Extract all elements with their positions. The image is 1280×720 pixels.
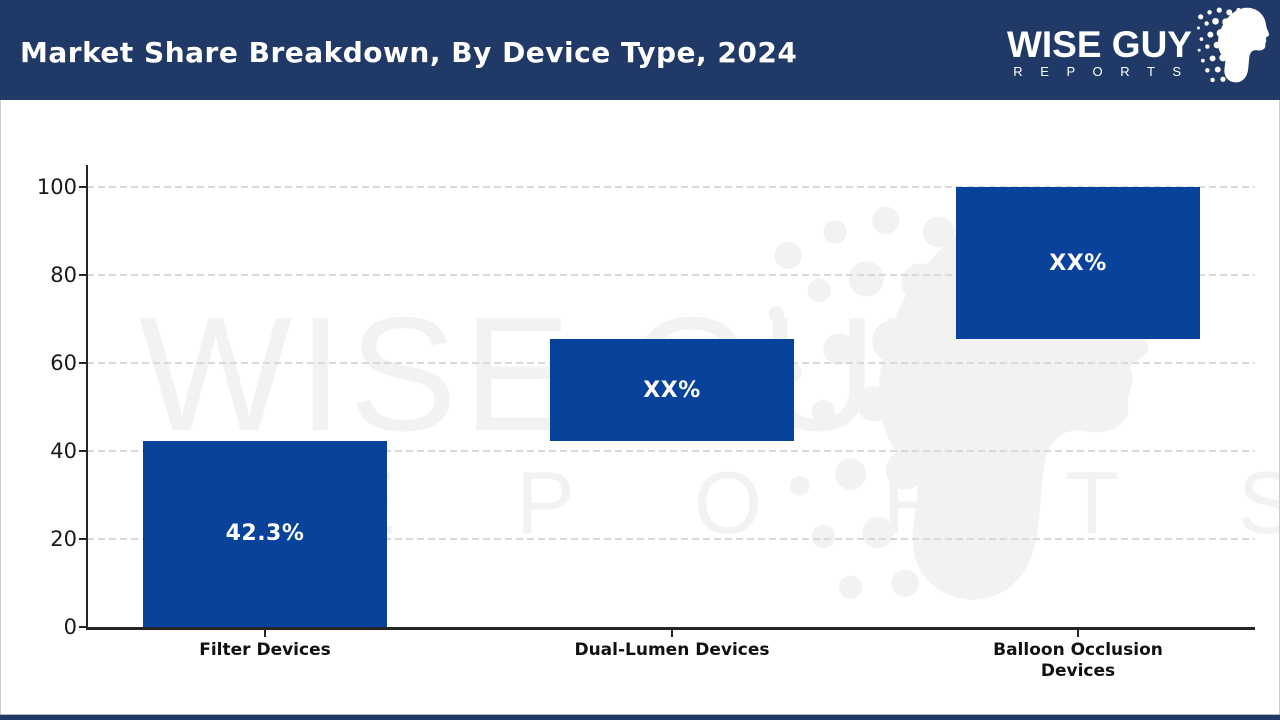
y-tick-label: 0 (63, 615, 77, 639)
gridline (87, 538, 1255, 540)
chart-area: WISE GUY R E P O R T S 0 20 40 60 80 100 42.3%… (0, 100, 1280, 714)
y-tick-label: 20 (50, 527, 77, 551)
y-tick-mark (79, 362, 87, 364)
gridline (87, 274, 1255, 276)
x-category-label: Dual-Lumen Devices (574, 640, 770, 660)
header-banner: Market Share Breakdown, By Device Type, … (0, 0, 1280, 100)
logo-head-icon (1196, 7, 1270, 83)
y-tick-label: 60 (50, 351, 77, 375)
bar-value-label: 42.3% (225, 521, 305, 547)
bar-segment: XX% (956, 187, 1200, 340)
bar-value-label: XX% (1049, 250, 1107, 276)
y-tick-label: 100 (36, 175, 77, 199)
y-tick-label: 40 (50, 439, 77, 463)
x-category-label: Balloon Occlusion Devices (993, 640, 1163, 681)
y-tick-mark (79, 626, 87, 628)
logo-subtitle: R E P O R T S (1013, 64, 1188, 79)
wise-guy-reports-logo: WISE GUY R E P O R T S (1007, 0, 1270, 100)
bar-segment: XX% (550, 339, 794, 441)
x-tick-mark (264, 630, 266, 637)
x-tick-mark (1077, 630, 1079, 637)
x-tick-mark (671, 630, 673, 637)
y-tick-mark (79, 538, 87, 540)
plot-area: 0 20 40 60 80 100 42.3% XX% XX% Filter Devices Dua… (1, 100, 1279, 714)
y-axis-line (86, 165, 88, 629)
gridline (87, 186, 1255, 188)
footer-divider (0, 714, 1280, 715)
gridline (87, 450, 1255, 452)
x-category-label: Filter Devices (199, 640, 331, 660)
bar-value-label: XX% (643, 377, 701, 403)
y-tick-mark (79, 274, 87, 276)
bar-segment: 42.3% (143, 440, 387, 627)
logo-wordmark: WISE GUY (1006, 24, 1192, 65)
footer-accent-bar (0, 715, 1280, 720)
page-title: Market Share Breakdown, By Device Type, … (20, 36, 798, 69)
y-tick-mark (79, 450, 87, 452)
y-tick-mark (79, 186, 87, 188)
x-axis-line (86, 627, 1255, 630)
y-tick-label: 80 (50, 263, 77, 287)
